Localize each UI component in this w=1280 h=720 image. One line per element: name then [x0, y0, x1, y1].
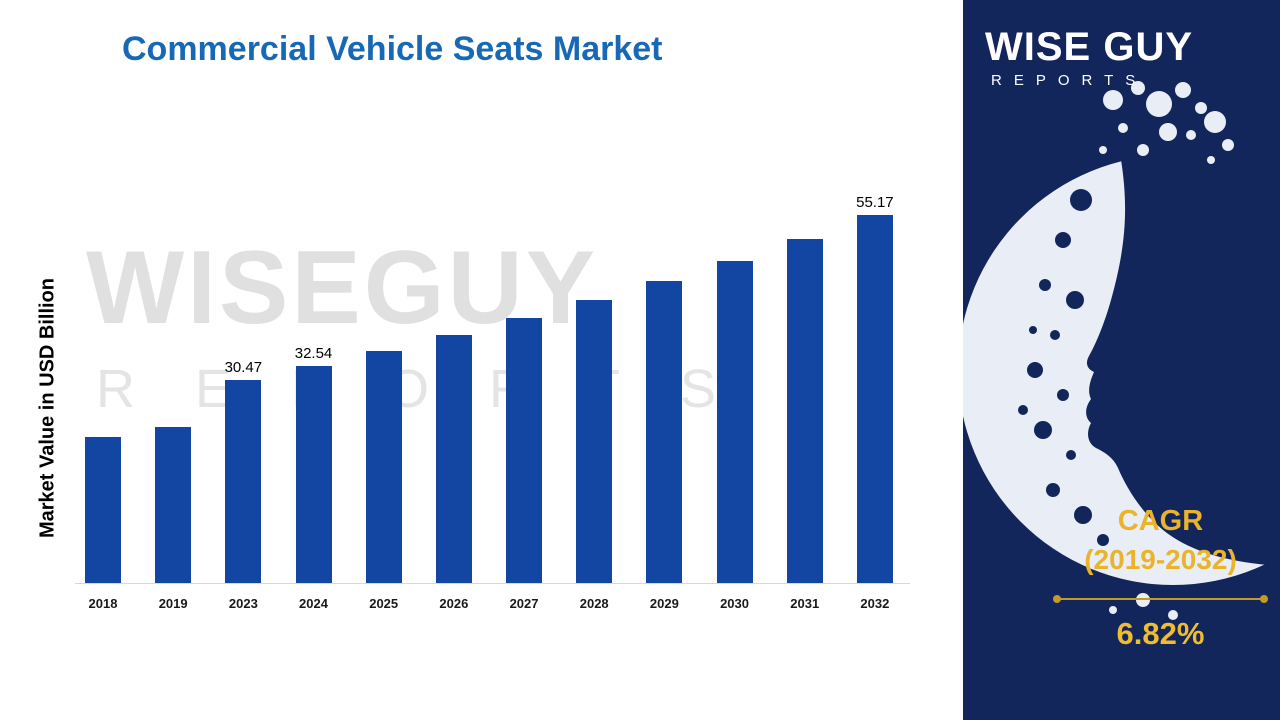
- bar-group: 55.17 2032: [856, 163, 894, 611]
- brand-logo-reports: REPORTS: [991, 72, 1148, 89]
- bar-group: 2031: [786, 163, 824, 611]
- x-axis-line: [75, 583, 910, 584]
- x-tick-label: 2024: [299, 596, 328, 611]
- y-axis-label: Market Value in USD Billion: [36, 277, 59, 539]
- cagr-divider-line: [1053, 595, 1268, 603]
- bar-group: 2019: [154, 163, 192, 611]
- bar: [225, 380, 262, 583]
- bar: [155, 427, 192, 583]
- bar: [646, 281, 683, 583]
- cagr-label: CAGR: [1117, 505, 1204, 537]
- divider-dot-left: [1053, 595, 1061, 603]
- x-tick-label: 2019: [158, 596, 188, 611]
- cagr-block: CAGR (2019-2032) 6.82%: [1053, 505, 1268, 652]
- bar-group: 2028: [575, 163, 613, 611]
- cagr-value: 6.82%: [1116, 616, 1205, 651]
- brand-logo: WISE GUY REPORTS: [985, 26, 1193, 89]
- x-tick-label: 2029: [649, 596, 679, 611]
- bar: [85, 437, 121, 583]
- bar-value-label: 32.54: [294, 345, 333, 362]
- bar: [856, 215, 893, 583]
- bar-group: 30.47 2023: [224, 163, 263, 611]
- bar: [435, 335, 472, 583]
- x-tick-label: 2028: [579, 596, 609, 611]
- bar-group: 2030: [716, 163, 754, 611]
- x-tick-label: 2018: [88, 596, 118, 611]
- plot-area: 2018 2019 30.47 2023 32.54 2024 2025 2026 2027 20…: [84, 163, 894, 611]
- x-tick-label: 2025: [369, 596, 399, 611]
- x-tick-label: 2031: [790, 596, 820, 611]
- bar: [786, 239, 823, 583]
- halftone-dots-light: [1099, 81, 1234, 620]
- bar: [365, 351, 402, 583]
- x-tick-label: 2027: [509, 596, 539, 611]
- bar-value-label: 55.17: [856, 194, 894, 211]
- halftone-dots-dark: [1018, 189, 1109, 546]
- bar: [716, 261, 753, 583]
- bar-group: 32.54 2024: [294, 163, 333, 611]
- cagr-range: (2019-2032): [1084, 544, 1237, 575]
- brand-panel: WISE GUY REPORTS CAGR (2019-2032) 6.82%: [963, 0, 1280, 720]
- x-tick-label: 2026: [439, 596, 469, 611]
- bar-group: 2026: [435, 163, 473, 611]
- bar-group: 2025: [365, 163, 403, 611]
- bar-group: 2018: [84, 163, 122, 611]
- bar-value-label: 30.47: [224, 359, 263, 376]
- bar: [506, 318, 543, 583]
- x-tick-label: 2023: [228, 596, 258, 611]
- page-title: Commercial Vehicle Seats Market: [122, 30, 663, 68]
- face-profile-art: [963, 0, 1280, 620]
- bar-group: 2029: [645, 163, 683, 611]
- bar: [295, 366, 332, 583]
- x-tick-label: 2032: [860, 596, 890, 611]
- bar-group: 2027: [505, 163, 543, 611]
- divider-dot-right: [1260, 595, 1268, 603]
- x-tick-label: 2030: [720, 596, 749, 611]
- bar: [576, 300, 613, 583]
- brand-logo-name: WISE GUY: [985, 25, 1194, 69]
